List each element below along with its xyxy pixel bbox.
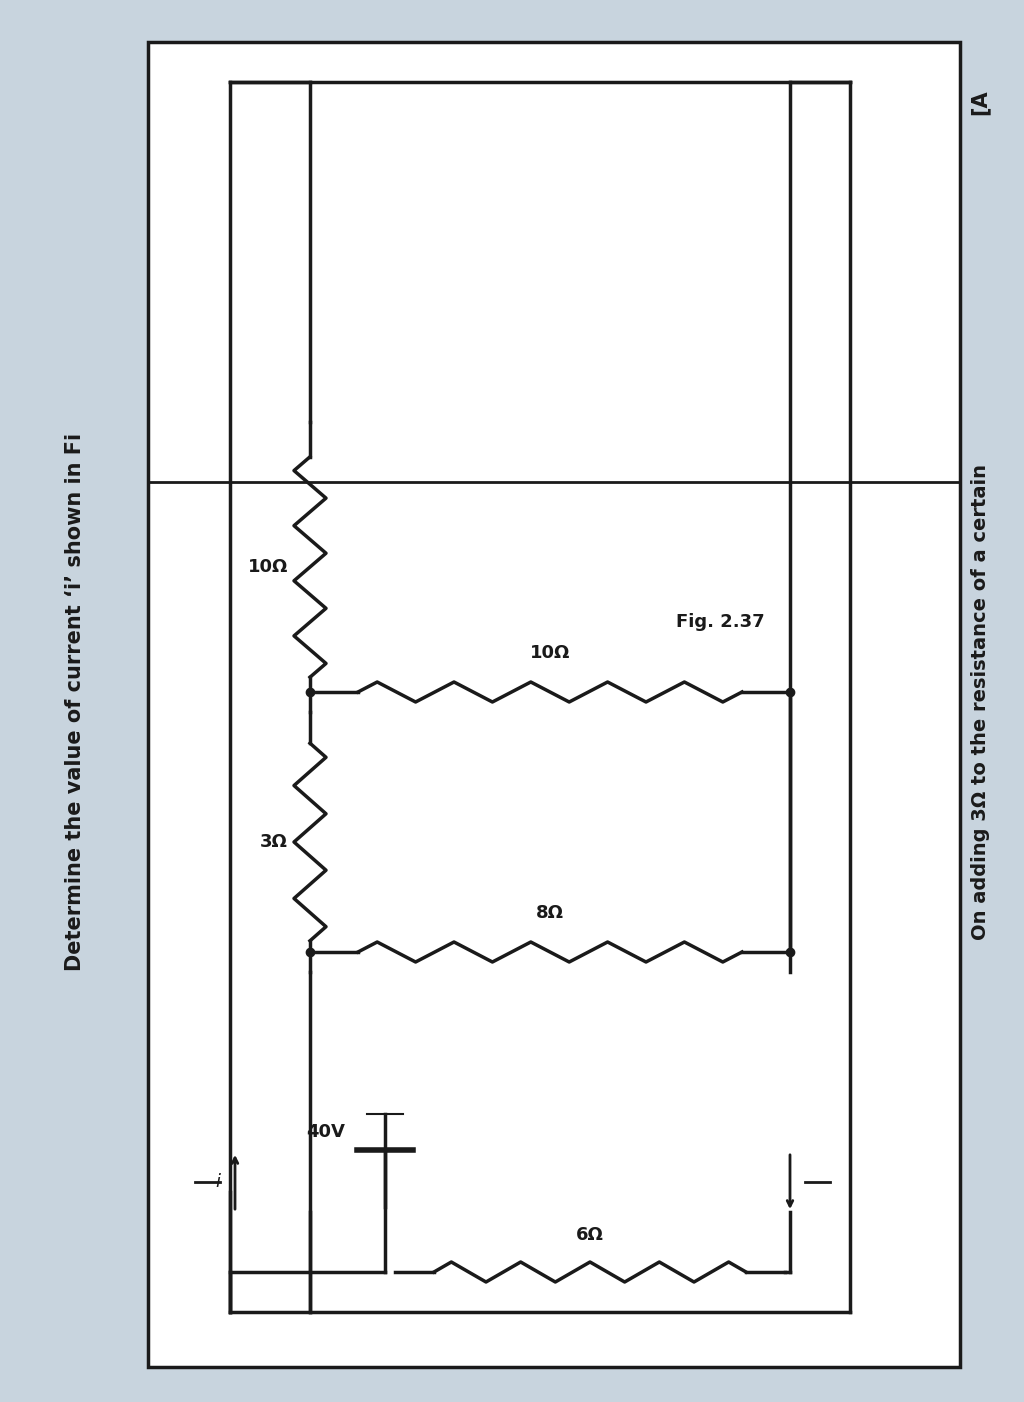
Text: Fig. 2.37: Fig. 2.37 bbox=[676, 613, 764, 631]
Bar bbox=[148, 42, 961, 1367]
Text: [A: [A bbox=[970, 90, 990, 115]
Bar bbox=[230, 81, 850, 1312]
Text: On adding 3Ω to the resistance of a certain: On adding 3Ω to the resistance of a cert… bbox=[971, 464, 989, 939]
Text: i: i bbox=[215, 1173, 220, 1192]
Text: 6Ω: 6Ω bbox=[577, 1225, 604, 1244]
Text: 8Ω: 8Ω bbox=[536, 904, 564, 923]
Text: 10Ω: 10Ω bbox=[248, 558, 288, 576]
Text: 10Ω: 10Ω bbox=[529, 644, 570, 662]
Text: 3Ω: 3Ω bbox=[260, 833, 288, 851]
Text: 40V: 40V bbox=[306, 1123, 345, 1141]
Text: Determine the value of current ‘i’ shown in Fi: Determine the value of current ‘i’ shown… bbox=[65, 433, 85, 972]
